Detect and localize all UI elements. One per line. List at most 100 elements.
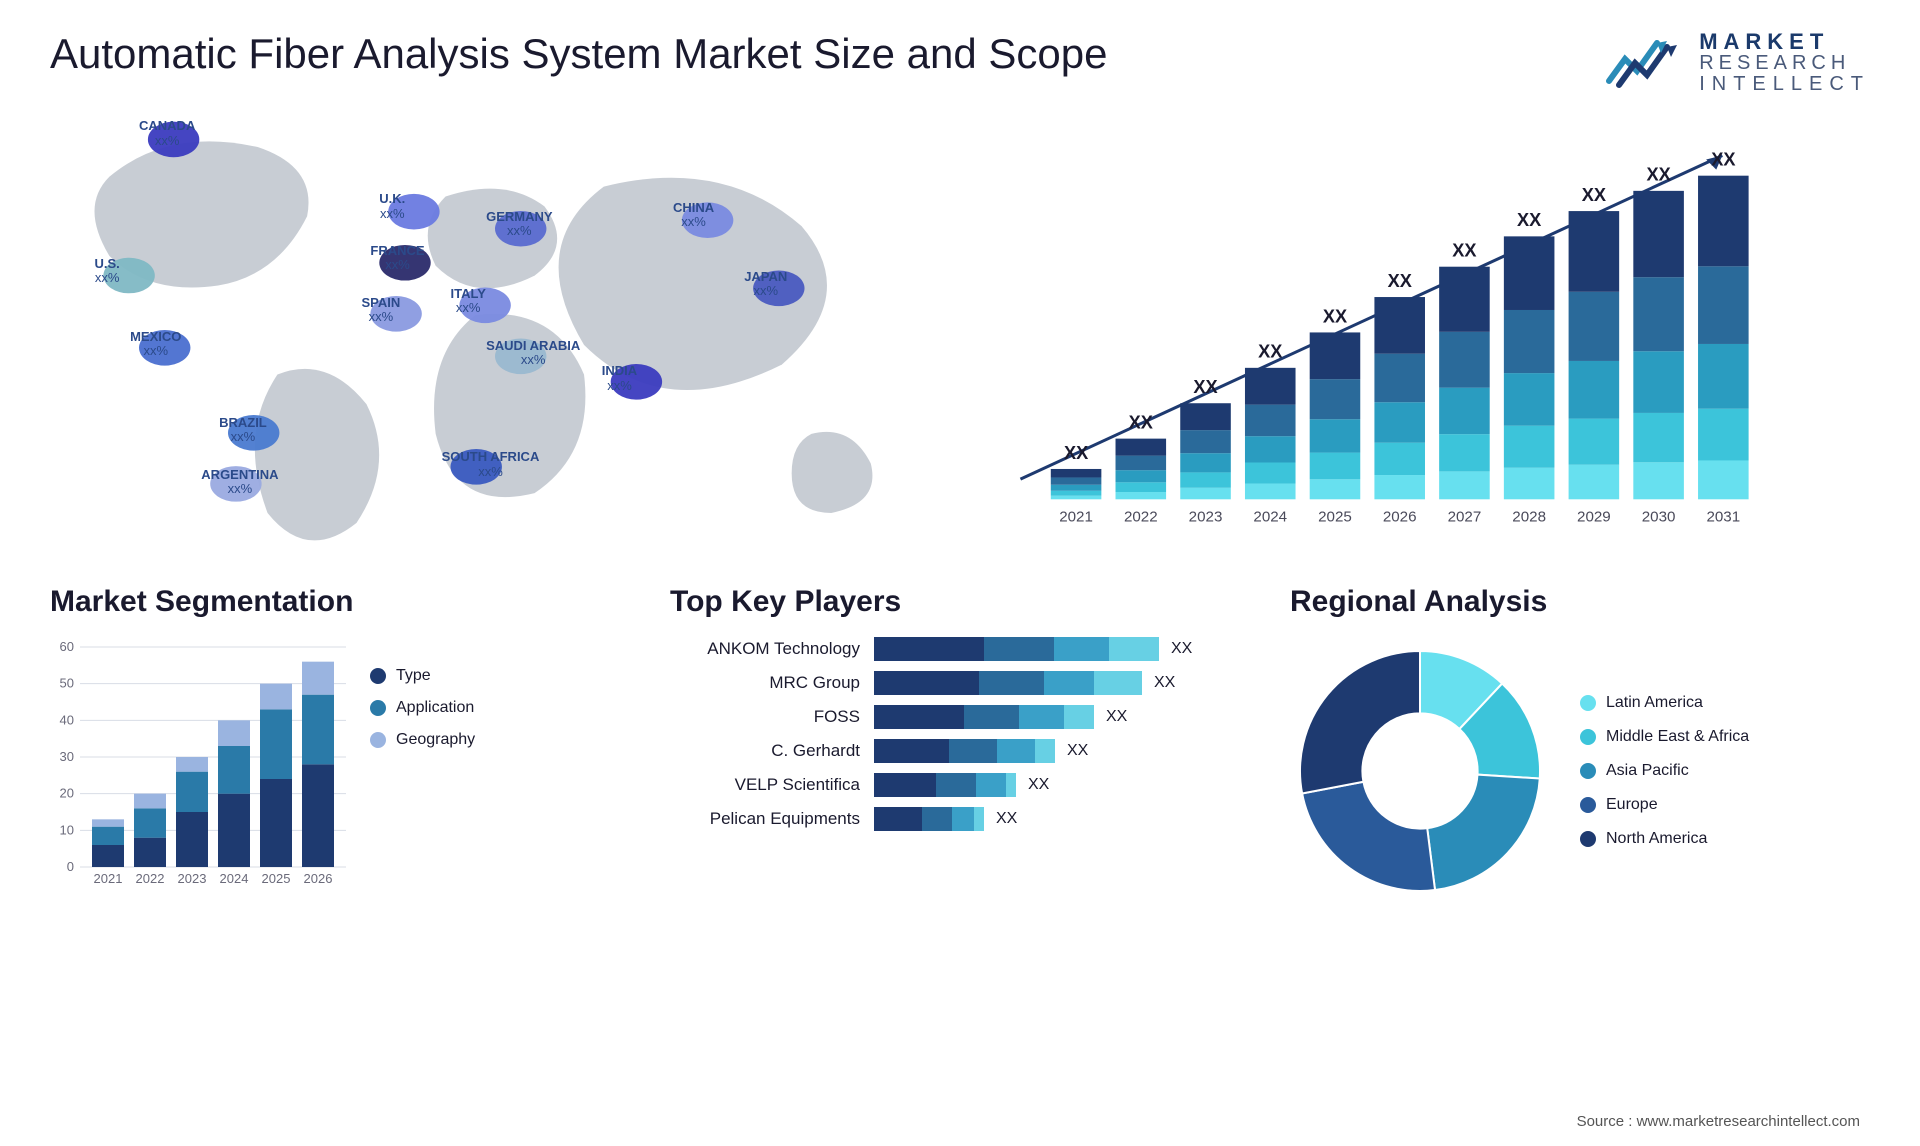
seg-legend-type: Type (370, 667, 475, 685)
player-row-c-gerhardt: C. Gerhardt XX (670, 739, 1250, 763)
legend-label: Type (396, 667, 431, 685)
players-chart: ANKOM TechnologyXXMRC GroupXXFOSSXXC. Ge… (670, 637, 1250, 831)
page-title: Automatic Fiber Analysis System Market S… (50, 30, 1107, 78)
source-text: Source : www.marketresearchintellect.com (1577, 1113, 1860, 1130)
legend-swatch (1580, 729, 1596, 745)
player-label: MRC Group (670, 673, 860, 693)
players-title: Top Key Players (670, 585, 1250, 619)
world-map-panel: CANADAxx%U.S.xx%MEXICOxx%BRAZILxx%ARGENT… (50, 115, 940, 545)
player-bar-seg (979, 671, 1044, 695)
region-legend-asia-pacific: Asia Pacific (1580, 762, 1749, 780)
map-label-mexico: MEXICOxx% (130, 330, 181, 359)
player-bar-seg (1035, 739, 1055, 763)
seg-legend-application: Application (370, 699, 475, 717)
svg-text:2025: 2025 (262, 871, 291, 886)
segmentation-panel: Market Segmentation 01020304050602021202… (50, 585, 630, 905)
map-label-japan: JAPANxx% (744, 270, 787, 299)
svg-text:2029: 2029 (1577, 509, 1611, 526)
player-bar-wrap: XX (874, 739, 1250, 763)
player-bar-seg (952, 807, 974, 831)
player-bar-seg (874, 807, 922, 831)
legend-label: North America (1606, 830, 1707, 848)
map-label-france: FRANCExx% (370, 244, 424, 273)
player-bar-seg (874, 773, 936, 797)
logo-line-3: INTELLECT (1699, 74, 1870, 95)
player-label: VELP Scientifica (670, 775, 860, 795)
region-legend-europe: Europe (1580, 796, 1749, 814)
player-bar (874, 671, 1142, 695)
top-row: CANADAxx%U.S.xx%MEXICOxx%BRAZILxx%ARGENT… (50, 115, 1870, 545)
svg-text:XX: XX (1064, 443, 1088, 463)
svg-text:2022: 2022 (136, 871, 165, 886)
region-legend-north-america: North America (1580, 830, 1749, 848)
svg-text:XX: XX (1388, 271, 1412, 291)
player-bar-seg (874, 671, 979, 695)
player-value: XX (996, 810, 1017, 828)
player-bar-seg (974, 807, 984, 831)
logo-line-2: RESEARCH (1699, 53, 1870, 74)
svg-text:20: 20 (60, 786, 74, 801)
player-bar-seg (976, 773, 1006, 797)
svg-text:2021: 2021 (94, 871, 123, 886)
player-bar-seg (964, 705, 1019, 729)
player-label: FOSS (670, 707, 860, 727)
svg-text:2021: 2021 (1059, 509, 1093, 526)
player-bar (874, 807, 984, 831)
map-label-china: CHINAxx% (673, 201, 714, 230)
legend-swatch (370, 732, 386, 748)
svg-text:10: 10 (60, 822, 74, 837)
map-label-south-africa: SOUTH AFRICAxx% (442, 450, 540, 479)
svg-text:60: 60 (60, 639, 74, 654)
regional-title: Regional Analysis (1290, 585, 1870, 619)
map-label-brazil: BRAZILxx% (219, 416, 267, 445)
svg-text:XX: XX (1193, 377, 1217, 397)
player-bar-seg (936, 773, 976, 797)
brand-logo: MARKET RESEARCH INTELLECT (1605, 30, 1870, 95)
region-legend-middle-east-africa: Middle East & Africa (1580, 728, 1749, 746)
legend-label: Asia Pacific (1606, 762, 1689, 780)
segmentation-chart: 0102030405060202120222023202420252026 (50, 637, 350, 905)
player-value: XX (1028, 776, 1049, 794)
regional-panel: Regional Analysis Latin America Middle Ea… (1290, 585, 1870, 905)
svg-text:40: 40 (60, 712, 74, 727)
player-value: XX (1106, 708, 1127, 726)
world-map (50, 115, 940, 545)
player-row-velp-scientifica: VELP Scientifica XX (670, 773, 1250, 797)
legend-swatch (1580, 797, 1596, 813)
map-label-argentina: ARGENTINAxx% (201, 468, 278, 497)
player-bar-seg (1044, 671, 1094, 695)
player-bar-wrap: XX (874, 705, 1250, 729)
map-label-saudi-arabia: SAUDI ARABIAxx% (486, 339, 580, 368)
player-label: Pelican Equipments (670, 809, 860, 829)
player-row-pelican-equipments: Pelican Equipments XX (670, 807, 1250, 831)
map-label-u-s-: U.S.xx% (95, 257, 120, 286)
svg-text:XX: XX (1646, 165, 1670, 185)
player-bar-wrap: XX (874, 807, 1250, 831)
svg-text:XX: XX (1452, 241, 1476, 261)
map-label-u-k-: U.K.xx% (379, 192, 405, 221)
map-label-spain: SPAINxx% (362, 296, 401, 325)
region-legend-latin-america: Latin America (1580, 694, 1749, 712)
player-row-foss: FOSS XX (670, 705, 1250, 729)
bottom-row: Market Segmentation 01020304050602021202… (50, 585, 1870, 905)
growth-chart-panel: XX2021XX2022XX2023XX2024XX2025XX2026XX20… (980, 115, 1870, 545)
player-label: C. Gerhardt (670, 741, 860, 761)
svg-text:XX: XX (1129, 413, 1153, 433)
svg-text:2023: 2023 (178, 871, 207, 886)
segmentation-legend: TypeApplicationGeography (370, 637, 475, 905)
player-bar-seg (1064, 705, 1094, 729)
player-bar-seg (874, 739, 949, 763)
svg-text:2027: 2027 (1448, 509, 1482, 526)
regional-donut (1290, 641, 1550, 901)
player-bar-seg (1006, 773, 1016, 797)
legend-label: Middle East & Africa (1606, 728, 1749, 746)
svg-text:2026: 2026 (1383, 509, 1417, 526)
svg-text:0: 0 (67, 859, 74, 874)
player-bar (874, 637, 1159, 661)
svg-text:2023: 2023 (1189, 509, 1223, 526)
logo-line-1: MARKET (1699, 30, 1870, 53)
player-bar-seg (874, 637, 984, 661)
legend-swatch (370, 700, 386, 716)
player-bar-seg (1109, 637, 1159, 661)
map-label-india: INDIAxx% (602, 364, 637, 393)
